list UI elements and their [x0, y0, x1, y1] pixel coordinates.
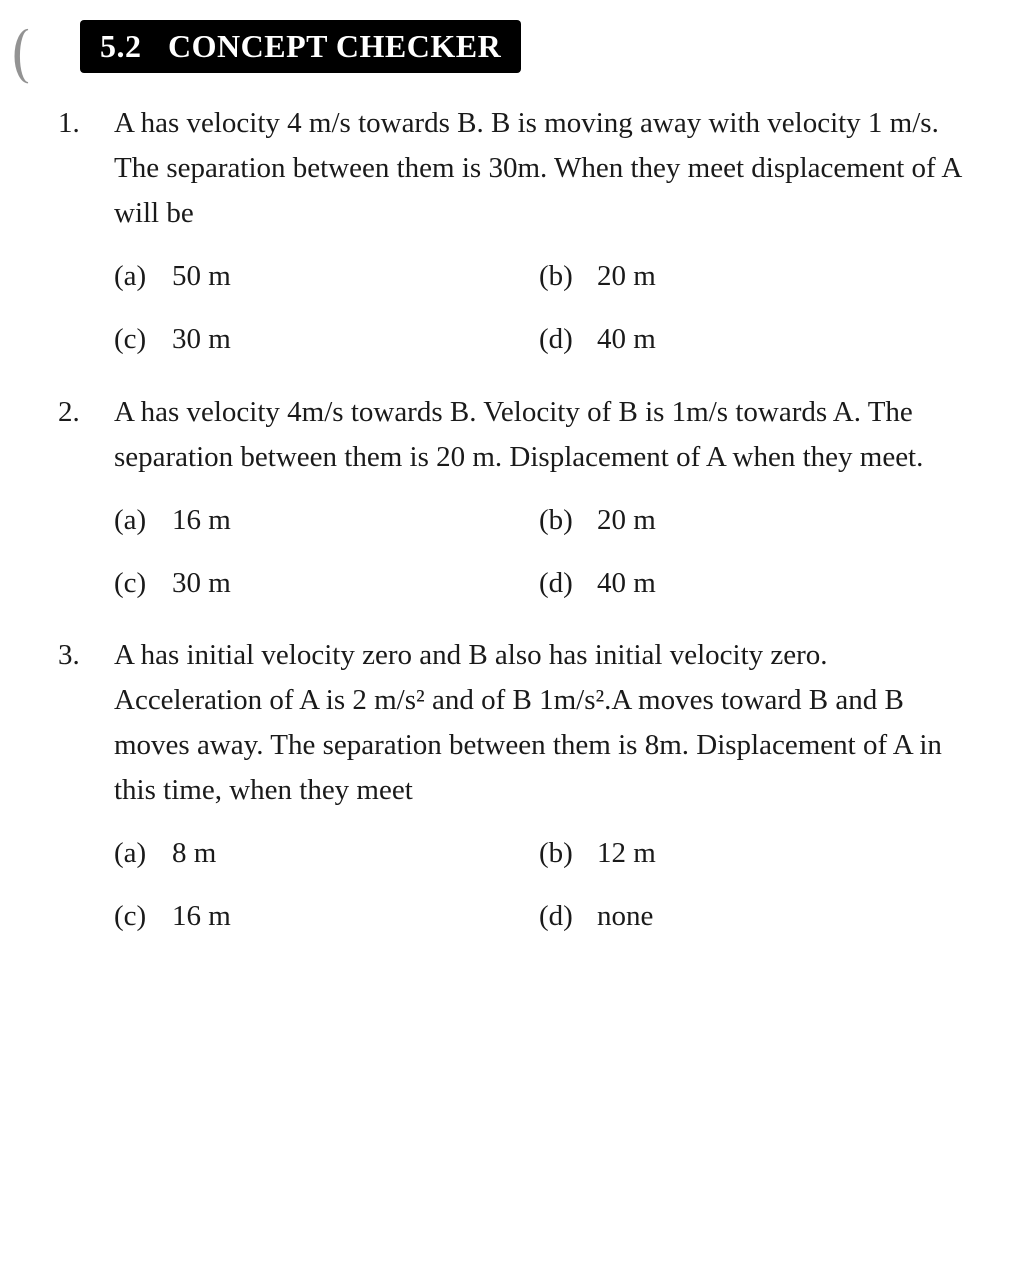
option-d: (d) 40 m: [539, 317, 964, 362]
option-label: (b): [539, 254, 583, 299]
option-label: (a): [114, 254, 158, 299]
option-text: 16 m: [172, 894, 231, 939]
option-text: 50 m: [172, 254, 231, 299]
option-text: 16 m: [172, 498, 231, 543]
option-c: (c) 16 m: [114, 894, 539, 939]
question-number: 3.: [50, 633, 114, 939]
option-label: (c): [114, 894, 158, 939]
question-body: A has velocity 4m/s towards B. Velocity …: [114, 390, 964, 606]
section-number: 5.2: [100, 28, 142, 64]
question-text: A has initial velocity zero and B also h…: [114, 633, 964, 813]
option-text: 40 m: [597, 317, 656, 362]
option-label: (d): [539, 561, 583, 606]
option-text: 20 m: [597, 254, 656, 299]
option-text: 40 m: [597, 561, 656, 606]
question-block: 1. A has velocity 4 m/s towards B. B is …: [50, 101, 964, 362]
page-curl-decoration: ❨: [9, 20, 34, 90]
option-text: 20 m: [597, 498, 656, 543]
question-block: 3. A has initial velocity zero and B als…: [50, 633, 964, 939]
option-a: (a) 50 m: [114, 254, 539, 299]
option-c: (c) 30 m: [114, 561, 539, 606]
option-label: (b): [539, 831, 583, 876]
option-b: (b) 20 m: [539, 498, 964, 543]
question-text: A has velocity 4 m/s towards B. B is mov…: [114, 101, 964, 236]
option-label: (c): [114, 317, 158, 362]
option-b: (b) 20 m: [539, 254, 964, 299]
question-body: A has initial velocity zero and B also h…: [114, 633, 964, 939]
option-d: (d) none: [539, 894, 964, 939]
option-c: (c) 30 m: [114, 317, 539, 362]
page: ❨ 5.2 CONCEPT CHECKER 1. A has velocity …: [0, 0, 1024, 959]
option-text: 12 m: [597, 831, 656, 876]
option-label: (d): [539, 894, 583, 939]
question-text: A has velocity 4m/s towards B. Velocity …: [114, 390, 964, 480]
section-header: 5.2 CONCEPT CHECKER: [80, 20, 521, 73]
option-a: (a) 16 m: [114, 498, 539, 543]
options-grid: (a) 50 m (b) 20 m (c) 30 m (d) 40 m: [114, 254, 964, 362]
option-text: 30 m: [172, 561, 231, 606]
options-grid: (a) 8 m (b) 12 m (c) 16 m (d) none: [114, 831, 964, 939]
option-label: (a): [114, 831, 158, 876]
question-number: 2.: [50, 390, 114, 606]
option-text: 8 m: [172, 831, 216, 876]
option-text: none: [597, 894, 653, 939]
option-a: (a) 8 m: [114, 831, 539, 876]
option-label: (b): [539, 498, 583, 543]
option-d: (d) 40 m: [539, 561, 964, 606]
question-number: 1.: [50, 101, 114, 362]
question-body: A has velocity 4 m/s towards B. B is mov…: [114, 101, 964, 362]
option-label: (c): [114, 561, 158, 606]
options-grid: (a) 16 m (b) 20 m (c) 30 m (d) 40 m: [114, 498, 964, 606]
option-b: (b) 12 m: [539, 831, 964, 876]
option-text: 30 m: [172, 317, 231, 362]
section-title: CONCEPT CHECKER: [168, 28, 501, 64]
question-block: 2. A has velocity 4m/s towards B. Veloci…: [50, 390, 964, 606]
option-label: (a): [114, 498, 158, 543]
option-label: (d): [539, 317, 583, 362]
